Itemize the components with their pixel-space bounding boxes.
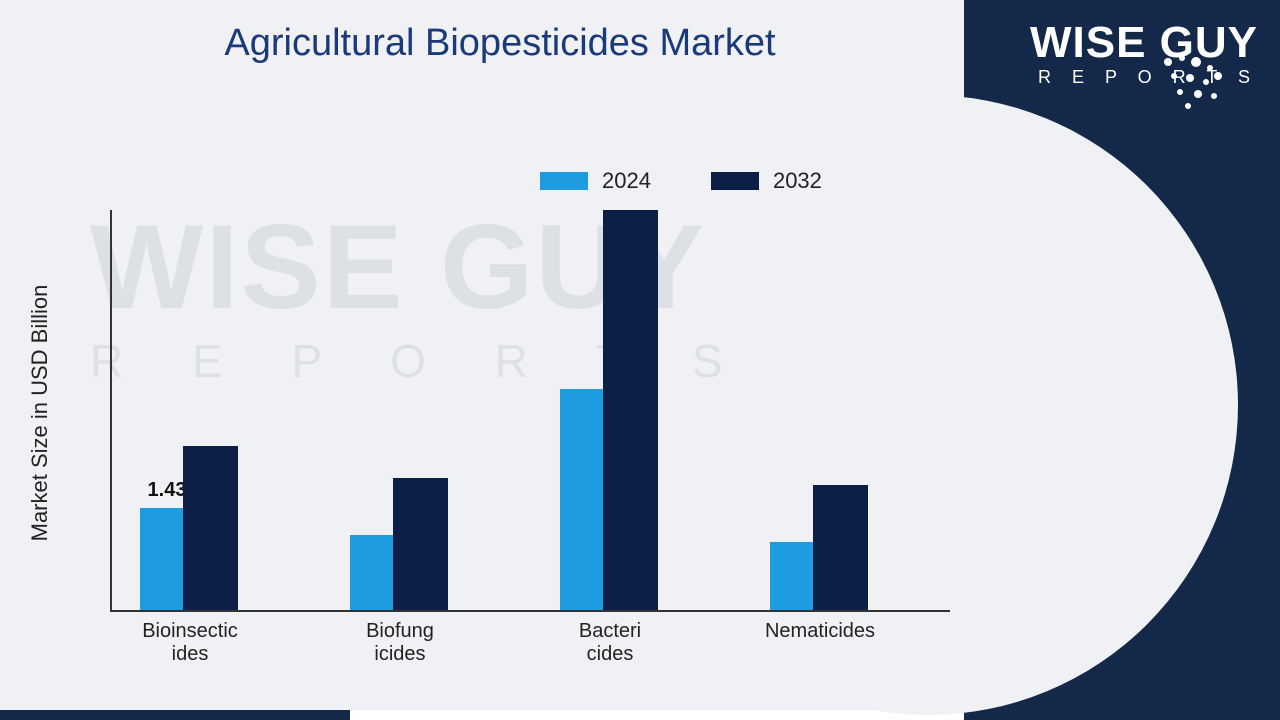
brand-head-icon [1158, 52, 1228, 112]
root: WISE GUY R E P O R T S Agricultural Biop… [0, 0, 1280, 720]
y-axis [110, 210, 112, 610]
x-axis-label: Nematicides [745, 620, 895, 643]
legend-label-2024: 2024 [602, 168, 651, 194]
x-axis [110, 610, 950, 612]
bar [393, 478, 448, 610]
legend-item-2032: 2032 [711, 168, 822, 194]
legend-item-2024: 2024 [540, 168, 651, 194]
brand-logo: WISE GUY R E P O R T S [998, 20, 1258, 87]
chart-title: Agricultural Biopesticides Market [120, 22, 880, 65]
bar [603, 210, 658, 610]
legend: 2024 2032 [540, 168, 822, 194]
bar [813, 485, 868, 610]
legend-swatch-2024 [540, 172, 588, 190]
bottom-accent-strip [0, 710, 350, 720]
plot-area: BioinsecticidesBiofungicidesBactericides… [110, 210, 950, 610]
legend-label-2032: 2032 [773, 168, 822, 194]
x-axis-label: Bioinsecticides [115, 620, 265, 666]
x-axis-label: Biofungicides [325, 620, 475, 666]
bar [183, 446, 238, 610]
x-axis-label: Bactericides [535, 620, 685, 666]
legend-swatch-2032 [711, 172, 759, 190]
y-axis-label: Market Size in USD Billion [27, 285, 53, 542]
